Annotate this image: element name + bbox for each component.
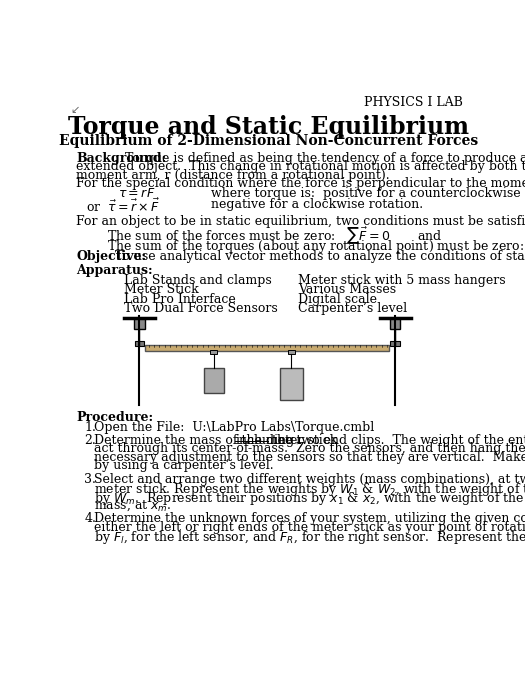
- Text: Digital scale: Digital scale: [298, 293, 377, 306]
- Text: Determine the unknown forces of your system, utilizing the given conditions of s: Determine the unknown forces of your sys…: [93, 512, 525, 525]
- Bar: [390, 318, 401, 329]
- Text: including: including: [235, 433, 295, 447]
- Text: 3.: 3.: [84, 473, 96, 486]
- Text: Objective:: Objective:: [77, 251, 146, 263]
- Text: Select and arrange two different weights (mass combinations), at two arbitrarily: Select and arrange two different weights…: [93, 473, 525, 486]
- Text: extended object.  This change in rotational motion is affected by both the magni: extended object. This change in rotation…: [77, 160, 525, 173]
- Text: Determine the mass of the meter stick: Determine the mass of the meter stick: [93, 433, 341, 447]
- Text: Carpenter’s level: Carpenter’s level: [298, 302, 407, 315]
- Text: the two end clips.  The weight of the entire meter stick will: the two end clips. The weight of the ent…: [268, 433, 525, 447]
- Text: Meter stick with 5 mass hangers: Meter stick with 5 mass hangers: [298, 274, 506, 287]
- Text: mass, at $x_m$.: mass, at $x_m$.: [93, 498, 171, 512]
- Text: 4.: 4.: [84, 512, 96, 525]
- Text: The sum of the forces must be zero:   $\sum\vec{F} = 0$       and: The sum of the forces must be zero: $\su…: [108, 225, 443, 246]
- Text: by $F_l$, for the left sensor, and $F_R$, for the right sensor.  Represent their: by $F_l$, for the left sensor, and $F_R$…: [93, 529, 525, 546]
- Text: moment arm, r (distance from a rotational point).: moment arm, r (distance from a rotationa…: [77, 169, 390, 182]
- Text: Procedure:: Procedure:: [77, 412, 154, 424]
- Text: meter stick. Represent the weights by $W_1$ & $W_2$, with the weight of the mete: meter stick. Represent the weights by $W…: [93, 482, 525, 498]
- Text: 1.: 1.: [84, 421, 96, 434]
- Text: by using a carpenter’s level.: by using a carpenter’s level.: [93, 459, 273, 472]
- Text: either the left or right ends of the meter stick as your point of rotation.  Rep: either the left or right ends of the met…: [93, 521, 525, 533]
- Text: Torque is defined as being the tendency of a force to produce a change in rotati: Torque is defined as being the tendency …: [124, 152, 525, 164]
- Text: To use analytical vector methods to analyze the conditions of static equilibrium: To use analytical vector methods to anal…: [115, 251, 525, 263]
- Text: negative for a clockwise rotation.: negative for a clockwise rotation.: [212, 198, 424, 211]
- Bar: [145, 345, 389, 351]
- Bar: [134, 318, 145, 329]
- Text: 2.: 2.: [84, 433, 96, 447]
- Text: necessary adjustment to the sensors so that they are vertical.  Make certain tha: necessary adjustment to the sensors so t…: [93, 451, 525, 463]
- Bar: [391, 341, 400, 346]
- Text: ↙: ↙: [70, 106, 80, 116]
- Text: For the special condition where the force is perpendicular to the moment arm, we: For the special condition where the forc…: [77, 177, 525, 190]
- Text: by $W_m$.  Represent their positions by $x_1$ & $x_2$, with the weight of the me: by $W_m$. Represent their positions by $…: [93, 490, 525, 507]
- Text: Lab Stands and clamps: Lab Stands and clamps: [124, 274, 271, 287]
- Bar: [134, 341, 144, 346]
- Text: Open the File:  U:\LabPro Labs\Torque.cmbl: Open the File: U:\LabPro Labs\Torque.cmb…: [93, 421, 374, 434]
- Text: Meter Stick: Meter Stick: [124, 284, 198, 296]
- Text: or  $\vec{\tau} = \vec{r} \times \vec{F}$: or $\vec{\tau} = \vec{r} \times \vec{F}$: [86, 198, 160, 215]
- Text: where torque is:  positive for a counterclockwise rotation and: where torque is: positive for a counterc…: [212, 187, 525, 200]
- Text: Background:: Background:: [77, 152, 167, 164]
- Text: PHYSICS I LAB: PHYSICS I LAB: [363, 97, 463, 109]
- Bar: [288, 351, 295, 354]
- Text: $\tau = rF$: $\tau = rF$: [118, 187, 156, 200]
- Bar: [280, 368, 303, 400]
- Text: Equilibrium of 2-Dimensional Non-Concurrent Forces: Equilibrium of 2-Dimensional Non-Concurr…: [59, 134, 478, 148]
- Text: Apparatus:: Apparatus:: [77, 264, 153, 277]
- Bar: [204, 368, 224, 393]
- Text: Lab Pro Interface: Lab Pro Interface: [124, 293, 236, 306]
- Text: For an object to be in static equilibrium, two conditions must be satisfied:: For an object to be in static equilibriu…: [77, 215, 525, 228]
- Bar: [211, 351, 217, 354]
- Text: The sum of the torques (about any rotational point) must be zero: $\sum\vec{\tau: The sum of the torques (about any rotati…: [108, 235, 525, 256]
- Text: act through its center-of-mass.  Zero the sensors, and then hang the meter stick: act through its center-of-mass. Zero the…: [93, 442, 525, 455]
- Text: Torque and Static Equilibrium: Torque and Static Equilibrium: [68, 115, 469, 139]
- Text: Two Dual Force Sensors: Two Dual Force Sensors: [124, 302, 278, 315]
- Text: Various Masses: Various Masses: [298, 284, 396, 296]
